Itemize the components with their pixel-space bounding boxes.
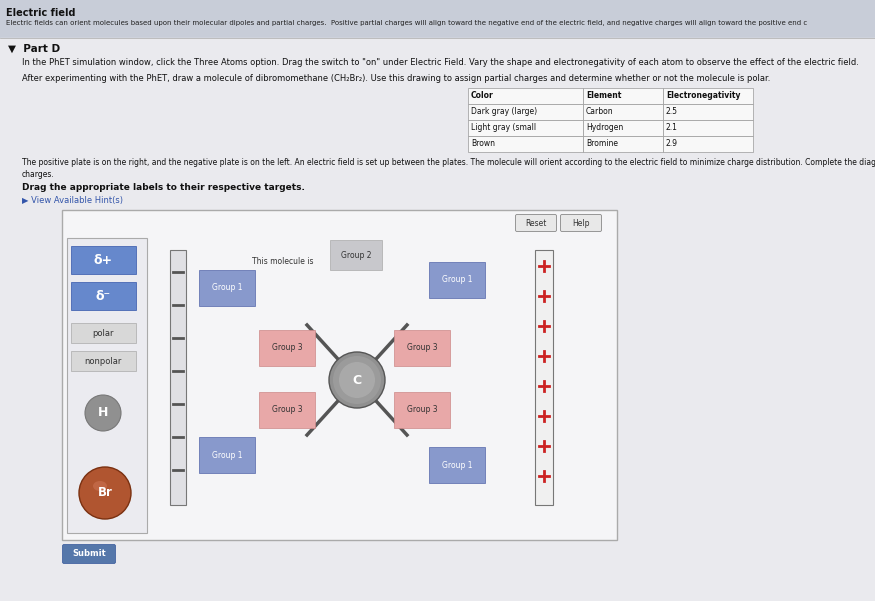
Bar bbox=[468, 136, 583, 152]
Bar bbox=[429, 262, 485, 298]
Bar bbox=[62, 210, 617, 540]
Text: The positive plate is on the right, and the negative plate is on the left. An el: The positive plate is on the right, and … bbox=[22, 158, 875, 167]
Text: Color: Color bbox=[471, 91, 494, 100]
Bar bbox=[583, 104, 663, 120]
Text: ▶ View Available Hint(s): ▶ View Available Hint(s) bbox=[22, 196, 123, 205]
Text: Group 2: Group 2 bbox=[340, 251, 371, 260]
Circle shape bbox=[85, 395, 121, 431]
Bar bbox=[71, 246, 136, 274]
Text: Reset: Reset bbox=[525, 219, 547, 228]
Bar bbox=[259, 392, 315, 428]
Bar bbox=[199, 437, 255, 473]
Text: Group 3: Group 3 bbox=[407, 406, 438, 415]
Text: polar: polar bbox=[92, 329, 114, 338]
Text: δ+: δ+ bbox=[94, 254, 113, 266]
Bar bbox=[468, 104, 583, 120]
Text: Electronegativity: Electronegativity bbox=[666, 91, 740, 100]
Circle shape bbox=[339, 362, 375, 398]
Text: ▼  Part D: ▼ Part D bbox=[8, 44, 60, 54]
Text: 2.5: 2.5 bbox=[666, 108, 678, 117]
Text: Dark gray (large): Dark gray (large) bbox=[471, 108, 537, 117]
Text: Group 3: Group 3 bbox=[271, 406, 303, 415]
Bar bbox=[71, 282, 136, 310]
Text: Group 3: Group 3 bbox=[407, 344, 438, 353]
Bar bbox=[663, 136, 753, 152]
Text: Carbon: Carbon bbox=[586, 108, 613, 117]
Bar bbox=[259, 330, 315, 366]
Text: Group 1: Group 1 bbox=[212, 451, 242, 460]
Text: In the PhET simulation window, click the Three Atoms option. Drag the switch to : In the PhET simulation window, click the… bbox=[22, 58, 859, 67]
Bar bbox=[394, 392, 450, 428]
Text: After experimenting with the PhET, draw a molecule of dibromomethane (CH₂Br₂). U: After experimenting with the PhET, draw … bbox=[22, 74, 770, 83]
Text: nonpolar: nonpolar bbox=[84, 356, 122, 365]
Text: charges.: charges. bbox=[22, 170, 55, 179]
Text: Brown: Brown bbox=[471, 139, 495, 148]
Text: δ⁻: δ⁻ bbox=[95, 290, 110, 302]
Text: Bromine: Bromine bbox=[586, 139, 618, 148]
Bar bbox=[67, 238, 147, 533]
Text: Light gray (small: Light gray (small bbox=[471, 123, 536, 132]
Bar bbox=[663, 104, 753, 120]
Text: Group 3: Group 3 bbox=[271, 344, 303, 353]
Bar bbox=[663, 88, 753, 104]
Text: Hydrogen: Hydrogen bbox=[586, 123, 623, 132]
Circle shape bbox=[79, 467, 131, 519]
Text: Element: Element bbox=[586, 91, 621, 100]
Text: Group 1: Group 1 bbox=[212, 284, 242, 293]
Bar bbox=[535, 250, 553, 505]
Bar bbox=[199, 270, 255, 306]
Bar bbox=[394, 330, 450, 366]
Text: Help: Help bbox=[572, 219, 590, 228]
Text: C: C bbox=[353, 373, 361, 386]
FancyBboxPatch shape bbox=[62, 545, 116, 564]
Text: 2.1: 2.1 bbox=[666, 123, 678, 132]
Text: Br: Br bbox=[98, 486, 112, 499]
Text: 2.9: 2.9 bbox=[666, 139, 678, 148]
Text: Group 1: Group 1 bbox=[442, 275, 472, 284]
Bar bbox=[71, 323, 136, 343]
Bar bbox=[583, 136, 663, 152]
Bar bbox=[663, 120, 753, 136]
Text: Drag the appropriate labels to their respective targets.: Drag the appropriate labels to their res… bbox=[22, 183, 304, 192]
FancyBboxPatch shape bbox=[515, 215, 556, 231]
Text: Electric fields can orient molecules based upon their molecular dipoles and part: Electric fields can orient molecules bas… bbox=[6, 20, 808, 26]
Bar bbox=[583, 120, 663, 136]
Bar bbox=[330, 240, 382, 270]
Ellipse shape bbox=[93, 481, 107, 491]
Bar bbox=[468, 120, 583, 136]
Bar bbox=[468, 88, 583, 104]
Text: Group 1: Group 1 bbox=[442, 460, 472, 469]
Bar bbox=[429, 447, 485, 483]
Bar bbox=[0, 0, 875, 38]
Text: Electric field: Electric field bbox=[6, 8, 75, 18]
FancyBboxPatch shape bbox=[561, 215, 601, 231]
Text: Submit: Submit bbox=[72, 549, 106, 558]
Bar bbox=[583, 88, 663, 104]
Circle shape bbox=[329, 352, 385, 408]
Bar bbox=[71, 351, 136, 371]
Text: H: H bbox=[98, 406, 108, 419]
Circle shape bbox=[333, 356, 381, 404]
Text: This molecule is: This molecule is bbox=[252, 257, 313, 266]
Bar bbox=[170, 250, 186, 505]
